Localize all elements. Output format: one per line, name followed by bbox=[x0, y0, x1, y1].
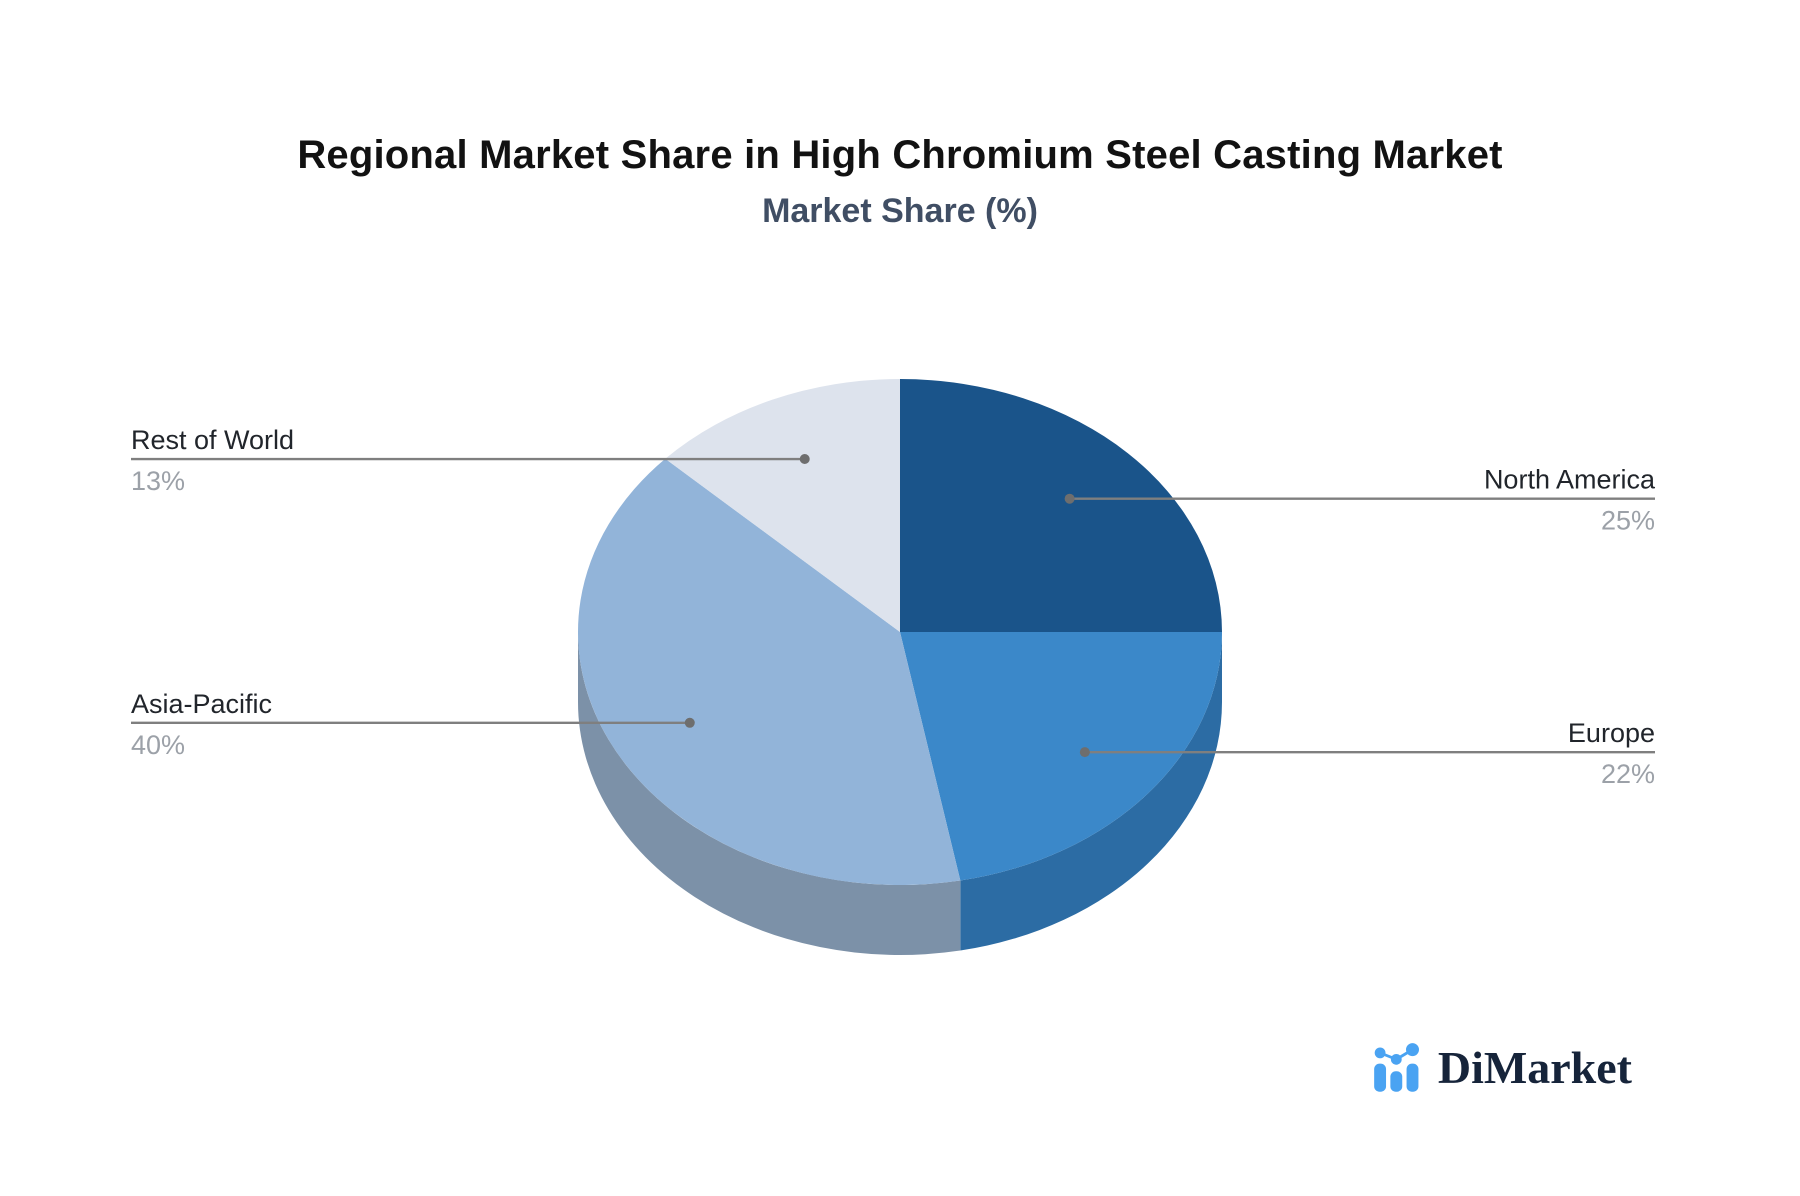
leader-dot-north-america bbox=[1064, 493, 1075, 504]
pie-slice-europe[interactable] bbox=[900, 632, 1222, 881]
leader-dot-asia-pacific bbox=[684, 717, 695, 728]
logo-dot-3 bbox=[1405, 1043, 1419, 1057]
pie-slice-side-asia-pacific bbox=[578, 632, 961, 955]
slice-label-asia-pacific: Asia-Pacific bbox=[131, 689, 272, 719]
logo-dot-2 bbox=[1390, 1053, 1402, 1065]
logo-bar-2 bbox=[1390, 1071, 1403, 1092]
brand-logo-icon bbox=[1374, 1043, 1419, 1092]
pie-slice-side-europe bbox=[960, 632, 1222, 951]
chart-subtitle: Market Share (%) bbox=[762, 192, 1038, 230]
leader-dot-rest-of-world bbox=[799, 454, 810, 465]
slice-label-rest-of-world: Rest of World bbox=[131, 425, 294, 455]
pie-slice-rest-of-world[interactable] bbox=[665, 379, 900, 632]
logo-bar-3 bbox=[1406, 1063, 1419, 1092]
slice-label-north-america: North America bbox=[1484, 465, 1656, 495]
slice-pct-rest-of-world: 13% bbox=[131, 466, 185, 496]
slice-label-europe: Europe bbox=[1568, 718, 1655, 748]
brand-logo-text: DiMarket bbox=[1437, 1042, 1632, 1093]
brand-logo: DiMarket bbox=[1372, 1040, 1632, 1096]
chart-title: Regional Market Share in High Chromium S… bbox=[297, 133, 1503, 177]
slice-pct-europe: 22% bbox=[1601, 759, 1655, 789]
slice-pct-asia-pacific: 40% bbox=[131, 730, 185, 760]
logo-dot-1 bbox=[1374, 1047, 1386, 1059]
slice-pct-north-america: 25% bbox=[1601, 506, 1655, 536]
logo-bar-1 bbox=[1374, 1063, 1386, 1092]
pie-slice-north-america[interactable] bbox=[900, 379, 1222, 632]
pie-slice-asia-pacific[interactable] bbox=[577, 458, 961, 885]
leader-dot-europe bbox=[1079, 747, 1090, 758]
